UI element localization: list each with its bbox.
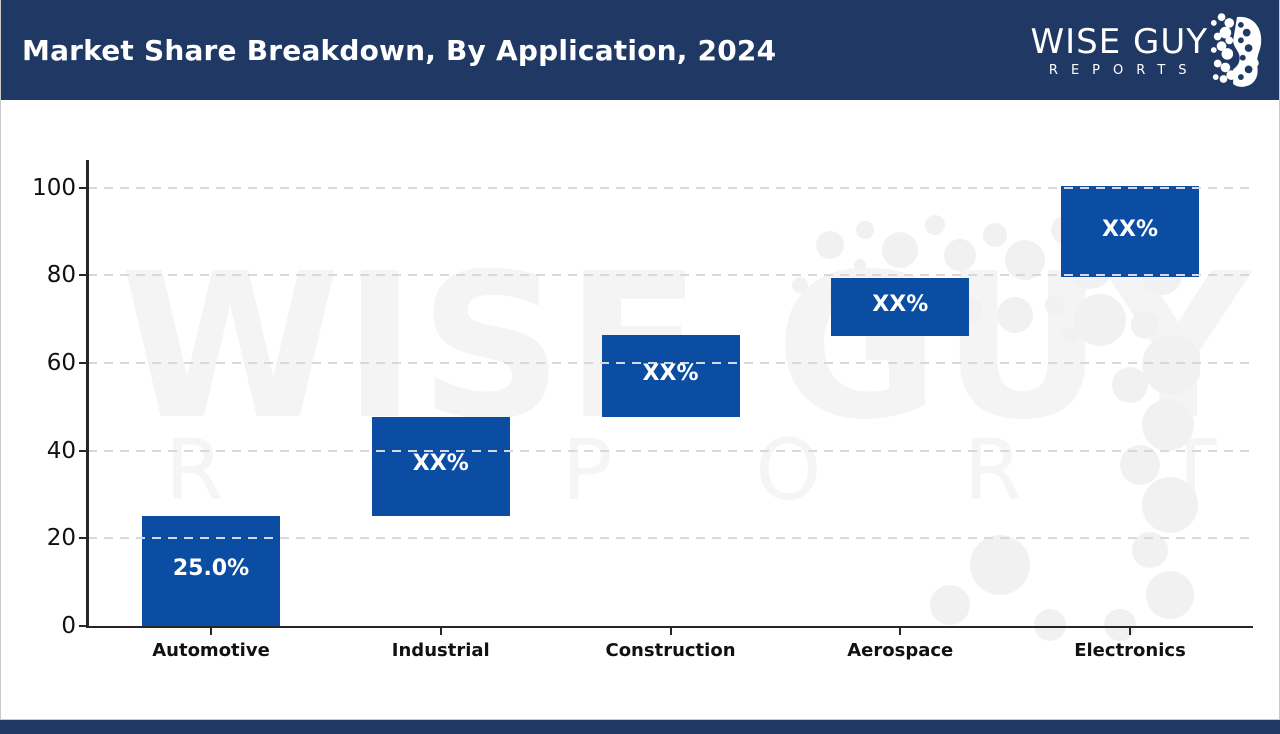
chart-bar-industrial [371,416,510,516]
x-axis-label: Construction [605,640,736,661]
x-axis-tick [439,628,442,635]
y-axis-tick [79,186,86,189]
brand-logo: WISE GUY REPORTS [1030,10,1266,90]
gridline [88,274,1253,277]
x-axis-tick [210,628,212,635]
bar-value-label: XX% [642,360,699,386]
bar-value-label: XX% [412,451,469,477]
wiseguy-face-icon [1210,13,1262,87]
y-axis-tick-label: 60 [46,349,76,376]
brand-logo-text: WISE GUY REPORTS [1030,23,1208,78]
chart-bar-aerospace [831,277,970,337]
brand-name: WISE GUY [1030,21,1208,62]
footer-bar [0,720,1280,734]
x-axis-line [86,625,1253,628]
gridline [88,537,1253,540]
x-axis-label: Automotive [152,640,270,661]
chart-bar-automotive [142,516,280,626]
x-axis-tick [1129,628,1131,635]
y-axis-tick [79,625,86,627]
y-axis-tick [79,537,86,540]
bar-value-label: 25.0% [172,556,250,582]
y-axis-tick-label: 80 [46,262,76,289]
y-axis-line [86,160,89,628]
bar-value-label: XX% [1102,216,1158,242]
x-axis-label: Electronics [1074,640,1186,661]
gridline [88,361,1253,364]
x-axis-label: Aerospace [847,640,954,661]
x-axis-label: Industrial [391,640,490,661]
bar-value-label: XX% [872,291,929,317]
gridline [88,449,1253,452]
y-axis-tick-label: 100 [32,174,76,201]
y-axis-tick [79,449,86,452]
brand-subname: REPORTS [1048,62,1200,78]
gridline [88,186,1253,189]
y-axis-tick-label: 20 [46,525,76,552]
chart-bar-electronics [1061,186,1199,277]
y-axis-tick [79,361,86,364]
chart-bar-construction [601,334,740,417]
y-axis-tick-label: 40 [46,437,76,464]
chart-title: Market Share Breakdown, By Application, … [22,33,777,67]
x-axis-tick [669,628,672,635]
header-bar: Market Share Breakdown, By Application, … [0,0,1280,100]
x-axis-tick [899,628,902,635]
y-axis-tick-label: 0 [61,613,76,639]
watermark-text-bottom: R E P O R T S [165,421,1280,519]
y-axis-tick [79,274,86,277]
